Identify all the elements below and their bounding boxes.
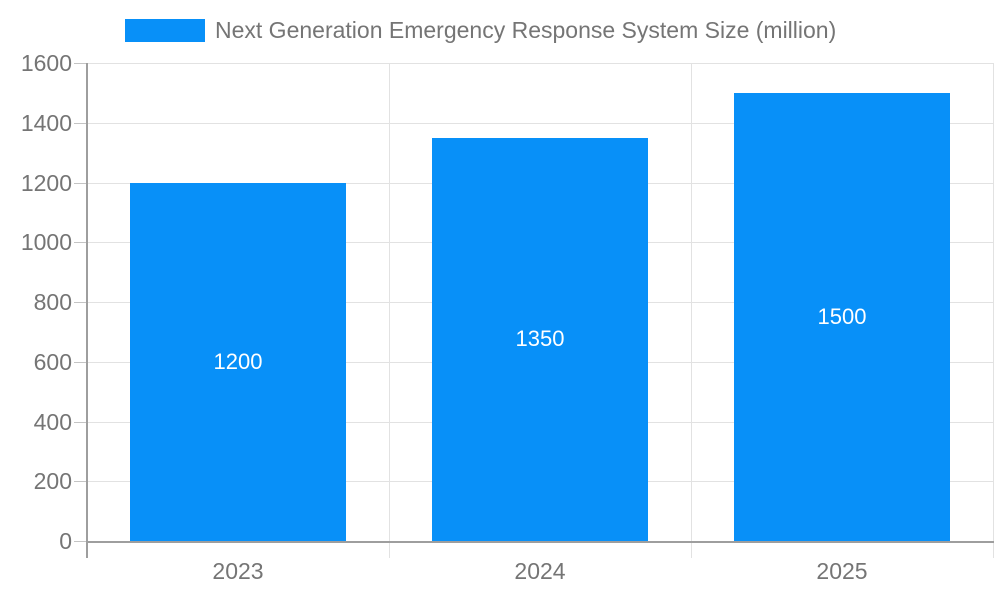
gridline: [87, 63, 994, 64]
gridline: [389, 63, 390, 558]
bar: [129, 182, 347, 541]
x-tick-label: 2023: [212, 558, 264, 584]
bar-value-label: 1500: [817, 303, 867, 329]
y-tick-label: 400: [33, 408, 72, 435]
y-tick: [74, 122, 87, 124]
legend-label: Next Generation Emergency Response Syste…: [215, 16, 837, 43]
gridline: [691, 63, 692, 558]
y-tick: [74, 361, 87, 363]
bar: [733, 92, 951, 541]
y-tick-label: 1000: [20, 229, 72, 256]
bar-value-label: 1200: [213, 348, 263, 374]
y-tick-label: 1200: [20, 169, 72, 196]
y-axis-line: [86, 63, 88, 558]
y-tick-label: 1400: [20, 109, 72, 136]
y-tick-label: 200: [33, 468, 72, 495]
y-tick-label: 800: [33, 289, 72, 315]
x-tick-label: 2025: [816, 558, 868, 584]
y-tick: [74, 481, 87, 483]
x-tick-label: 2024: [514, 558, 566, 584]
y-tick: [74, 63, 87, 64]
gridline: [87, 122, 994, 124]
y-tick: [74, 182, 87, 184]
y-tick: [74, 302, 87, 303]
chart-legend: Next Generation Emergency Response Syste…: [125, 17, 836, 43]
plot-right-edge: [993, 63, 994, 558]
y-tick: [74, 541, 87, 542]
y-tick: [74, 421, 87, 423]
y-tick: [74, 242, 87, 244]
bar: [431, 137, 649, 541]
y-tick-label: 600: [33, 348, 72, 375]
y-tick-label: 1600: [20, 50, 72, 76]
bar-value-label: 1350: [515, 326, 565, 352]
legend-swatch: [125, 18, 205, 42]
x-axis-line: [86, 541, 994, 543]
y-tick-label: 0: [59, 528, 72, 554]
